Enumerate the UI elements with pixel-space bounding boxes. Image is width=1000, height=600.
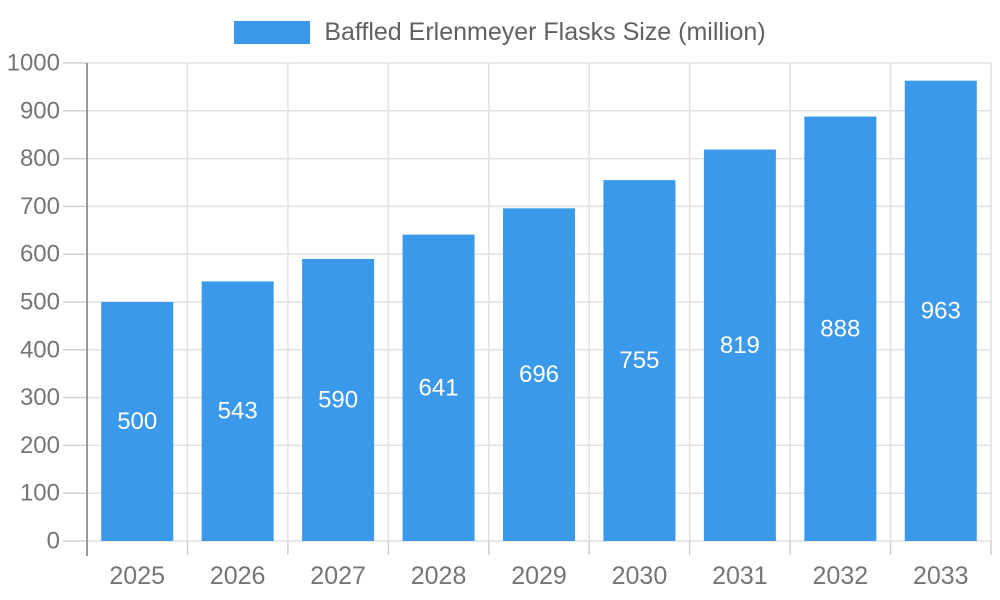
bar-value-label: 543 — [218, 398, 258, 425]
bar — [402, 234, 475, 542]
bar-value-label: 819 — [720, 332, 760, 359]
y-tick-label: 400 — [20, 336, 60, 363]
bar — [302, 258, 375, 541]
bar — [201, 281, 274, 541]
y-tick-label: 1000 — [7, 50, 60, 77]
bar — [904, 80, 977, 541]
bar — [503, 208, 575, 541]
x-tick-label: 2025 — [109, 562, 165, 590]
y-tick-label: 0 — [47, 528, 60, 555]
bar-value-label: 696 — [519, 361, 559, 388]
x-tick-label: 2026 — [210, 562, 266, 590]
y-tick-label: 100 — [20, 480, 60, 507]
x-tick-label: 2031 — [712, 562, 768, 590]
y-tick-label: 500 — [20, 289, 60, 316]
x-tick-label: 2028 — [411, 562, 467, 590]
y-tick-label: 300 — [20, 384, 60, 411]
x-tick-label: 2030 — [612, 562, 668, 590]
legend-swatch-icon[interactable] — [234, 20, 311, 44]
bar-value-label: 888 — [820, 315, 860, 342]
bar-value-label: 641 — [419, 374, 459, 401]
bar-value-label: 590 — [318, 386, 358, 413]
bar — [804, 116, 877, 541]
bar — [603, 180, 676, 542]
y-tick-label: 700 — [20, 193, 60, 220]
y-tick-label: 600 — [20, 241, 60, 268]
y-tick-label: 900 — [20, 97, 60, 124]
chart-legend[interactable]: Baffled Erlenmeyer Flasks Size (million) — [0, 18, 1000, 46]
x-tick-label: 2027 — [310, 562, 366, 590]
y-tick-label: 800 — [20, 145, 60, 172]
x-tick-label: 2029 — [511, 562, 567, 590]
bar — [101, 302, 174, 541]
bar-value-label: 755 — [619, 347, 659, 374]
x-tick-label: 2032 — [813, 562, 869, 590]
y-tick-label: 200 — [20, 432, 60, 459]
x-tick-label: 2033 — [913, 562, 969, 590]
bar-value-label: 963 — [921, 297, 961, 324]
legend-label[interactable]: Baffled Erlenmeyer Flasks Size (million) — [324, 18, 766, 46]
bar-value-label: 500 — [117, 408, 157, 435]
bar — [703, 149, 776, 541]
